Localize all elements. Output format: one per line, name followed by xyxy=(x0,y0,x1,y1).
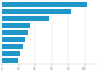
Bar xyxy=(2,16,49,21)
Bar xyxy=(2,9,71,14)
Bar xyxy=(2,30,28,35)
Bar xyxy=(2,51,20,56)
Bar xyxy=(2,58,18,63)
Bar xyxy=(2,44,24,49)
Bar xyxy=(2,2,87,7)
Bar xyxy=(2,23,30,28)
Bar xyxy=(2,37,25,42)
